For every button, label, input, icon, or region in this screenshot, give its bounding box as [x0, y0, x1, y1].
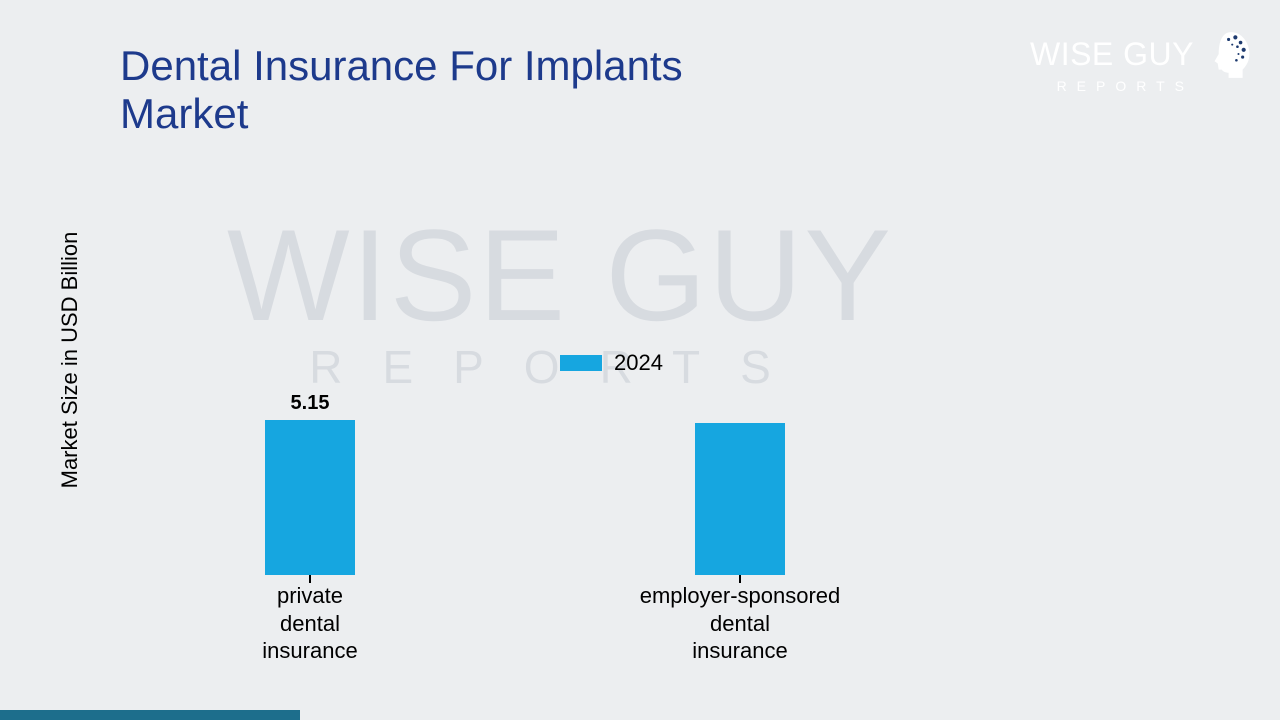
- head-icon: [1200, 28, 1252, 80]
- bottom-accent-bar: [0, 710, 300, 720]
- bar: [695, 423, 785, 575]
- legend: 2024: [560, 350, 663, 376]
- chart-title: Dental Insurance For Implants Market: [120, 42, 760, 139]
- bar: [265, 420, 355, 575]
- legend-label: 2024: [614, 350, 663, 376]
- legend-swatch: [560, 355, 602, 371]
- brand-sub-text: REPORTS: [1002, 78, 1194, 94]
- x-axis-category-label: privatedentalinsurance: [180, 582, 440, 665]
- x-axis-category-label: employer-sponsoreddentalinsurance: [610, 582, 870, 665]
- bar-value-label: 5.15: [291, 392, 330, 416]
- bar-group: 5.15: [180, 392, 440, 575]
- bar-group: [610, 395, 870, 575]
- chart-plot-area: 5.15: [110, 395, 930, 575]
- brand-logo-top: WISE GUY: [1002, 28, 1252, 80]
- page-root: WISE GUY REPORTS Dental Insurance For Im…: [0, 0, 1280, 720]
- y-axis-label: Market Size in USD Billion: [57, 232, 83, 489]
- brand-main-text: WISE GUY: [1030, 36, 1194, 73]
- brand-logo: WISE GUY REPORTS: [1002, 28, 1252, 94]
